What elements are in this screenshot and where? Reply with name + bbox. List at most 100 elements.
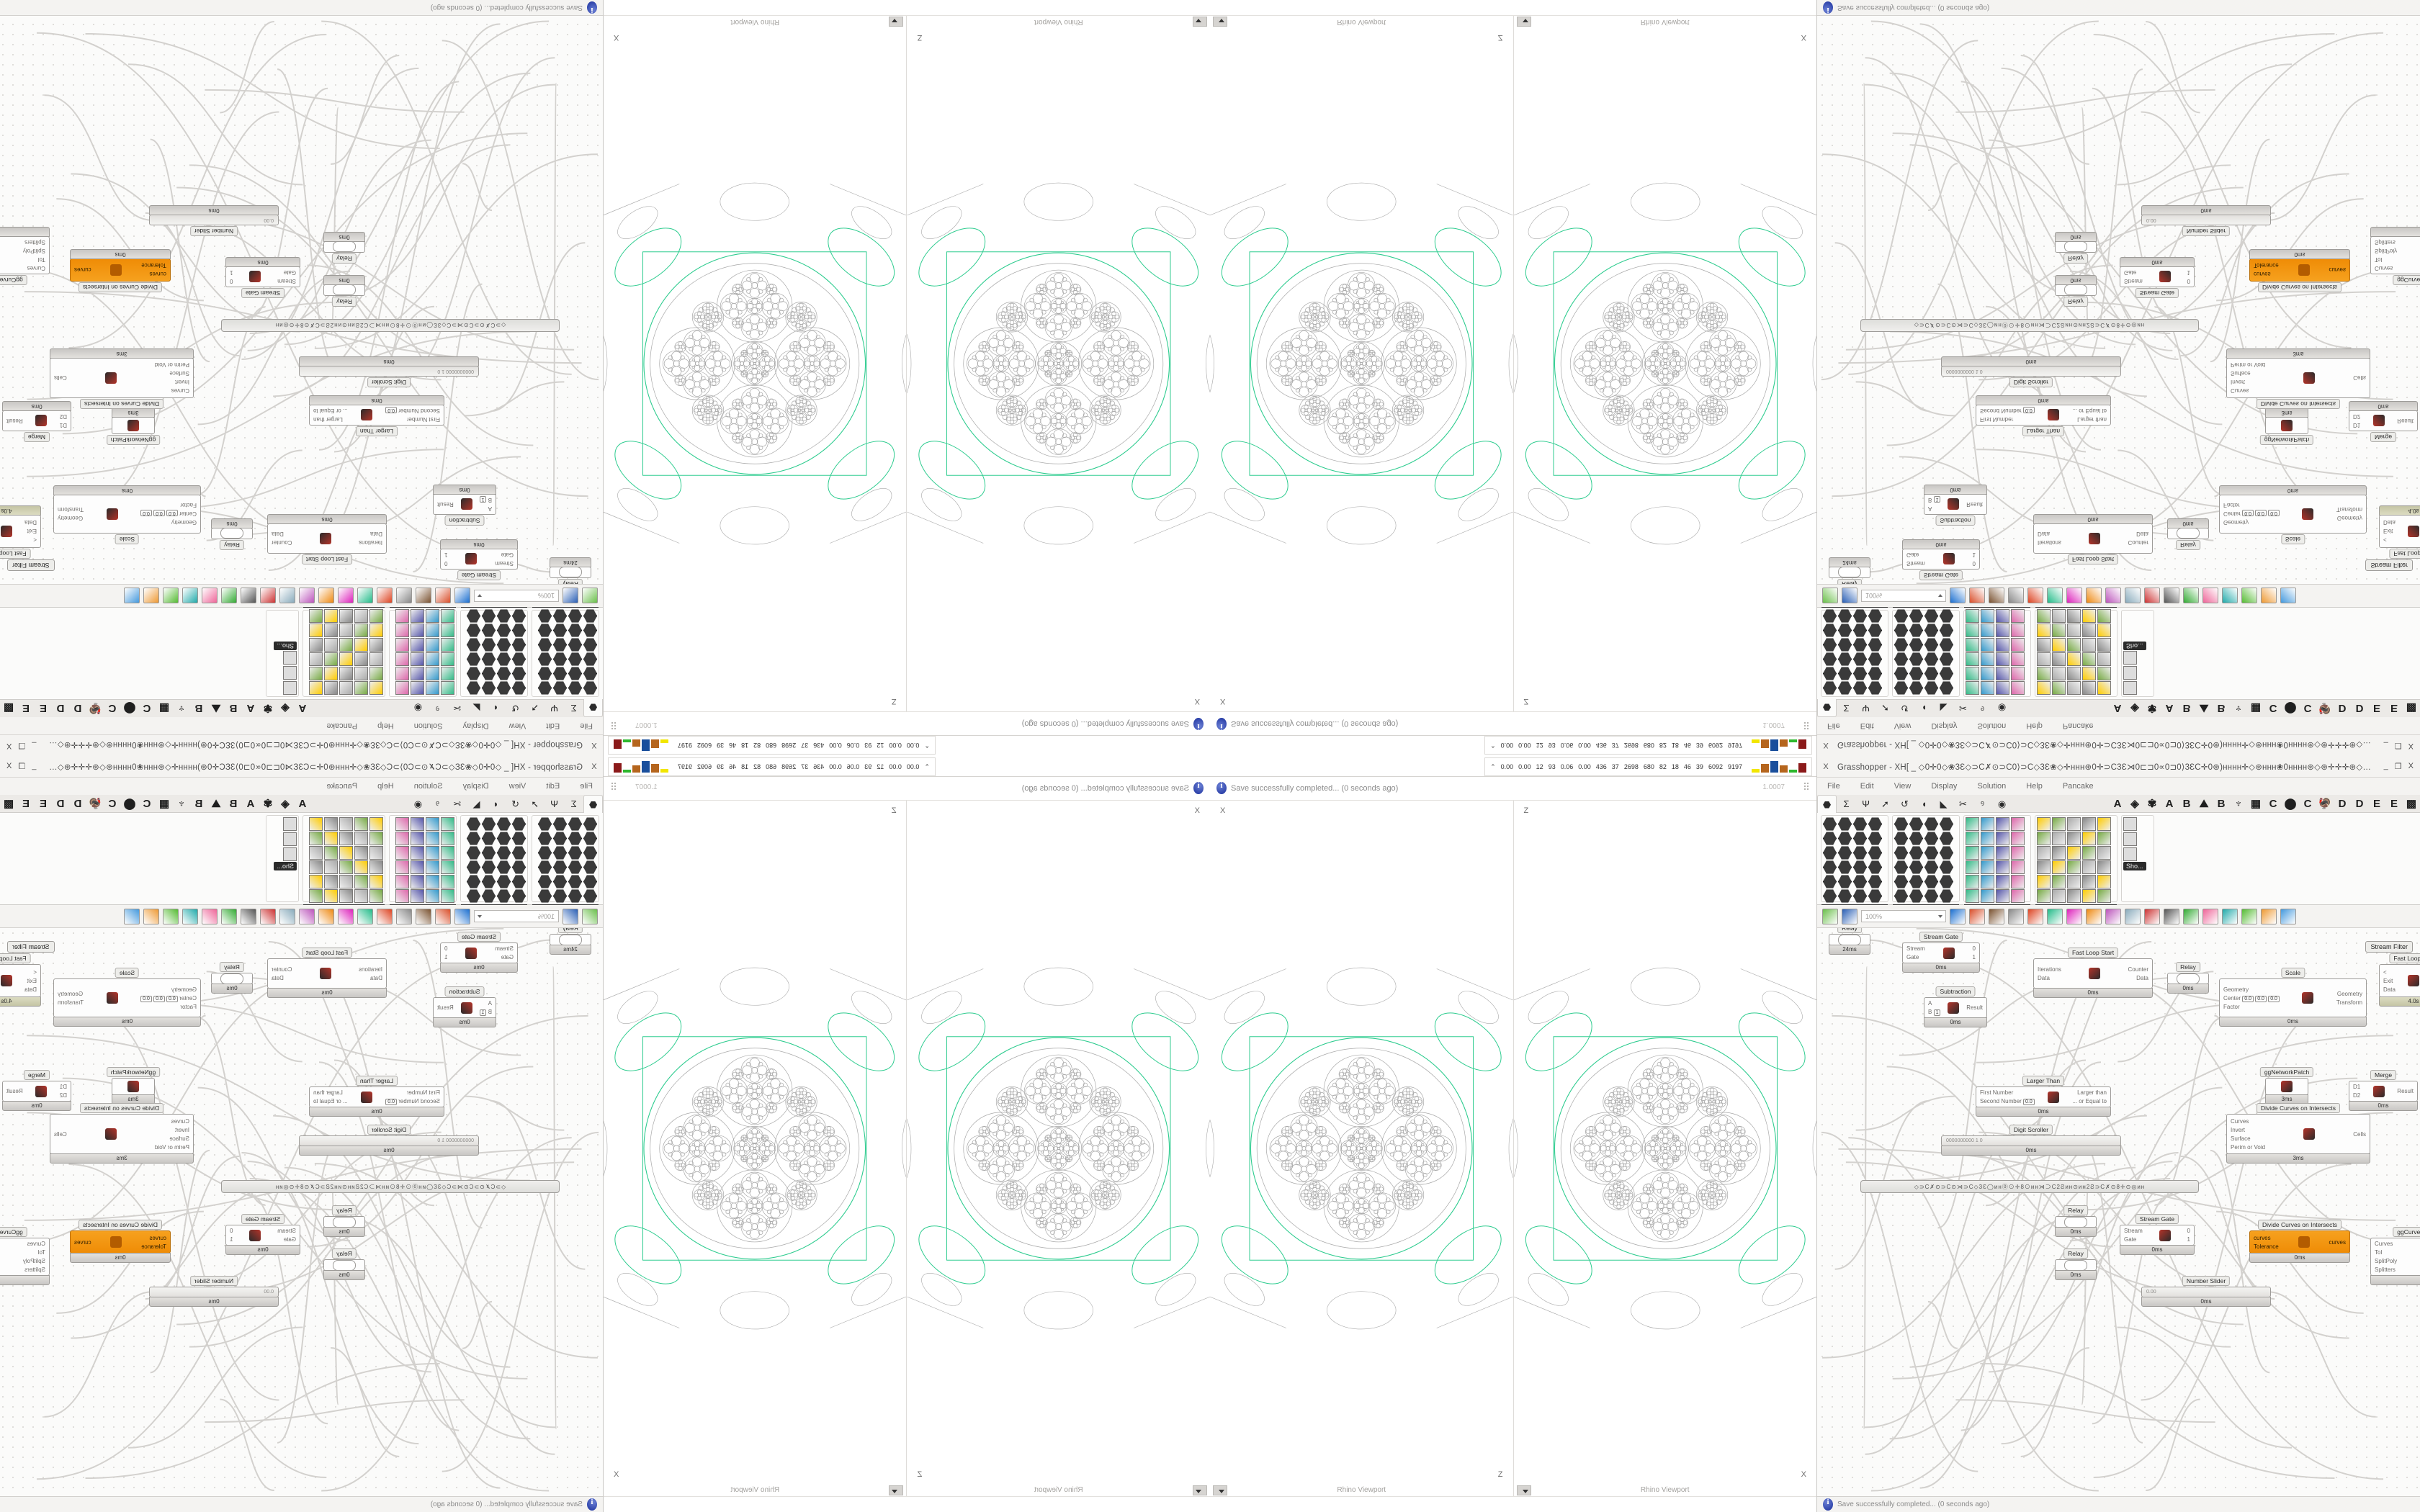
gh-node-stream-gate-2[interactable]: Stream Gate Stream Gate 0 1 0ms — [225, 257, 300, 298]
ribbon-tab-bar[interactable]: ⬣ Σ Ψ ➚ ↺ ◖ ◣ ✂ ꝰ ◉ A ◈ ✾ A B ⛰ B ♆ ▦ C ⬤ C 🦃 D D E E ▩ — [0, 699, 603, 718]
ribbon-letter-11[interactable]: C — [2303, 702, 2312, 715]
node-input-param[interactable]: curves — [149, 1234, 166, 1241]
component-icon[interactable] — [482, 652, 496, 666]
node-output-param[interactable]: 1 — [230, 269, 233, 276]
gh-node-stream-gate-1[interactable]: Stream Gate Stream Gate 0 1 0ms — [1902, 539, 1980, 580]
component-icon[interactable] — [1924, 846, 1938, 860]
node-input-param[interactable]: Data — [370, 974, 382, 981]
ribbon-letter-11[interactable]: C — [108, 797, 117, 810]
ribbon-letter-3[interactable]: A — [246, 797, 255, 810]
node-body[interactable]: First Number Second Number 0.0 Larger than… — [309, 1086, 444, 1107]
viewport-cyan-icon[interactable] — [182, 588, 198, 604]
unknown-widget-icon[interactable] — [299, 908, 315, 924]
gh-node-digit-scroller[interactable]: Digit Scroller 0000000000 1 0 0ms — [1941, 356, 2121, 387]
balloon-icon[interactable] — [279, 908, 295, 924]
node-input-param[interactable]: Surface — [169, 370, 189, 377]
ribbon-tab-6[interactable]: ◣ — [472, 703, 480, 714]
gh-node-subtraction[interactable]: Subtraction A B 1 Result 0ms — [1924, 485, 1987, 526]
menu-item-pancake[interactable]: Pancake — [2062, 782, 2094, 791]
component-icon[interactable] — [2082, 846, 2096, 860]
profiler-icon[interactable] — [2027, 908, 2043, 924]
component-icon[interactable] — [369, 609, 383, 623]
component-icon[interactable] — [1894, 889, 1908, 903]
component-icon[interactable] — [395, 889, 409, 903]
component-icon[interactable] — [568, 652, 582, 666]
component-icon[interactable] — [324, 846, 338, 860]
component-icon[interactable] — [369, 652, 383, 666]
viewport-blue-icon[interactable] — [124, 588, 140, 604]
document-icon[interactable] — [2066, 588, 2082, 604]
flame-icon[interactable] — [1989, 588, 2004, 604]
component-icon[interactable] — [339, 624, 353, 637]
component-icon[interactable] — [583, 832, 597, 845]
relay-body[interactable] — [1829, 567, 1870, 578]
component-icon[interactable] — [1909, 652, 1923, 666]
component-icon[interactable] — [441, 817, 454, 831]
gh-node-scale[interactable]: Scale Geometry Center 0.0 0.0 0.0 Factor Geo… — [53, 485, 201, 544]
component-icon[interactable] — [1838, 832, 1852, 845]
component-icon[interactable] — [2082, 681, 2096, 695]
ribbon-letter-8[interactable]: ▦ — [2250, 702, 2262, 714]
ribbon-letter-17[interactable]: ▩ — [3, 798, 14, 810]
component-icon[interactable] — [1909, 681, 1923, 695]
param-value[interactable]: 0.0 — [140, 995, 152, 1002]
viewport-blue-icon[interactable] — [124, 908, 140, 924]
node-input-param[interactable]: Tolerance — [141, 262, 166, 269]
component-icon[interactable] — [283, 847, 297, 861]
component-icon[interactable] — [2082, 638, 2096, 652]
ribbon-tab-8[interactable]: ꝰ — [1981, 703, 1984, 714]
relay-body[interactable] — [2055, 1259, 2097, 1271]
ribbon-tab-9[interactable]: ◉ — [1997, 703, 2007, 714]
gh-node-relay-1[interactable]: Relay 24ms — [550, 557, 591, 584]
component-icon[interactable] — [512, 832, 526, 845]
gh-node-ggcurvessplitintersect[interactable]: ggCurvesSplitIntersectCurvesTolSplitPoly… — [2370, 1227, 2420, 1285]
component-icon[interactable] — [309, 889, 323, 903]
component-icon[interactable] — [2011, 667, 2025, 680]
component-icon[interactable] — [512, 609, 526, 623]
minimize-button[interactable]: _ — [2383, 742, 2388, 750]
component-icon[interactable] — [2011, 832, 2025, 845]
node-output-param[interactable]: Result — [6, 418, 23, 424]
node-output-param[interactable]: 1 — [444, 552, 448, 558]
param-value[interactable]: 0.0 — [2255, 995, 2267, 1002]
node-output-param[interactable]: 1 — [1972, 552, 1976, 558]
component-icon[interactable] — [309, 681, 323, 695]
relay-body[interactable] — [323, 1259, 365, 1271]
gh-node-divide-curves-sel[interactable]: Divide Curves on Intersects curves Toleran… — [70, 249, 171, 292]
component-icon[interactable] — [482, 817, 496, 831]
gh-node-ggnetworkpatch[interactable]: ggNetworkPatch 3ms — [106, 408, 161, 445]
ribbon-tab-0[interactable]: ⬣ — [583, 794, 603, 813]
panel-component[interactable]: ◇⊃C✗⊙⊃C⊙⋊⊃C◇3Ɛ◯ин⓪⊙✛8⊙ин⋊⊃C2Ƨин⊙ин2Ƨ⊃C✗⊙… — [221, 1180, 560, 1193]
ribbon-group-util[interactable]: Util — [302, 815, 385, 915]
component-icon[interactable] — [1894, 624, 1908, 637]
component-icon[interactable] — [395, 638, 409, 652]
component-icon[interactable] — [2052, 875, 2066, 888]
overflow-group[interactable]: Sho... — [266, 815, 299, 902]
component-icon[interactable] — [583, 681, 597, 695]
component-icon[interactable] — [395, 667, 409, 680]
node-input-param[interactable]: Data — [2038, 974, 2050, 981]
component-icon[interactable] — [1940, 652, 1953, 666]
node-output-param[interactable]: Larger than — [2077, 1089, 2107, 1096]
component-icon[interactable] — [1853, 609, 1867, 623]
gh-node-fast-loop-end[interactable]: Fast Loop End<ExitDataData4.0s — [0, 953, 41, 1007]
ribbon-group-util[interactable]: Util — [2035, 815, 2118, 915]
node-output-param[interactable]: 0 — [2187, 1228, 2190, 1234]
gh-node-fast-loop-start[interactable]: Fast Loop Start Iterations Data Counter Data… — [2033, 948, 2153, 998]
gh-node-scale[interactable]: Scale Geometry Center 0.0 0.0 0.0 Factor Geo… — [2219, 485, 2367, 544]
component-icon[interactable] — [395, 860, 409, 874]
canvas-toolbar[interactable]: 100% — [1817, 905, 2420, 928]
component-icon[interactable] — [2052, 889, 2066, 903]
component-icon[interactable] — [1868, 638, 1882, 652]
component-icon[interactable] — [1940, 875, 1953, 888]
gh-node-relay-3[interactable]: Relay 0ms — [2055, 275, 2097, 307]
node-body[interactable]: Stream Gate 0 1 — [440, 942, 518, 963]
quadrant-top-left[interactable]: ⌃ 0.00 0.00 12 93 0.06 0.00 436 37 2698 680 82 18 46 3… — [0, 0, 1210, 756]
component-icon[interactable] — [441, 624, 454, 637]
preview-wire-icon[interactable] — [2183, 908, 2199, 924]
component-icon[interactable] — [1909, 609, 1923, 623]
resize-grip[interactable] — [1804, 721, 1811, 729]
node-output-param[interactable]: 0 — [444, 560, 448, 567]
component-icon[interactable] — [1838, 846, 1852, 860]
node-input-param[interactable]: Curves — [2231, 1117, 2249, 1125]
